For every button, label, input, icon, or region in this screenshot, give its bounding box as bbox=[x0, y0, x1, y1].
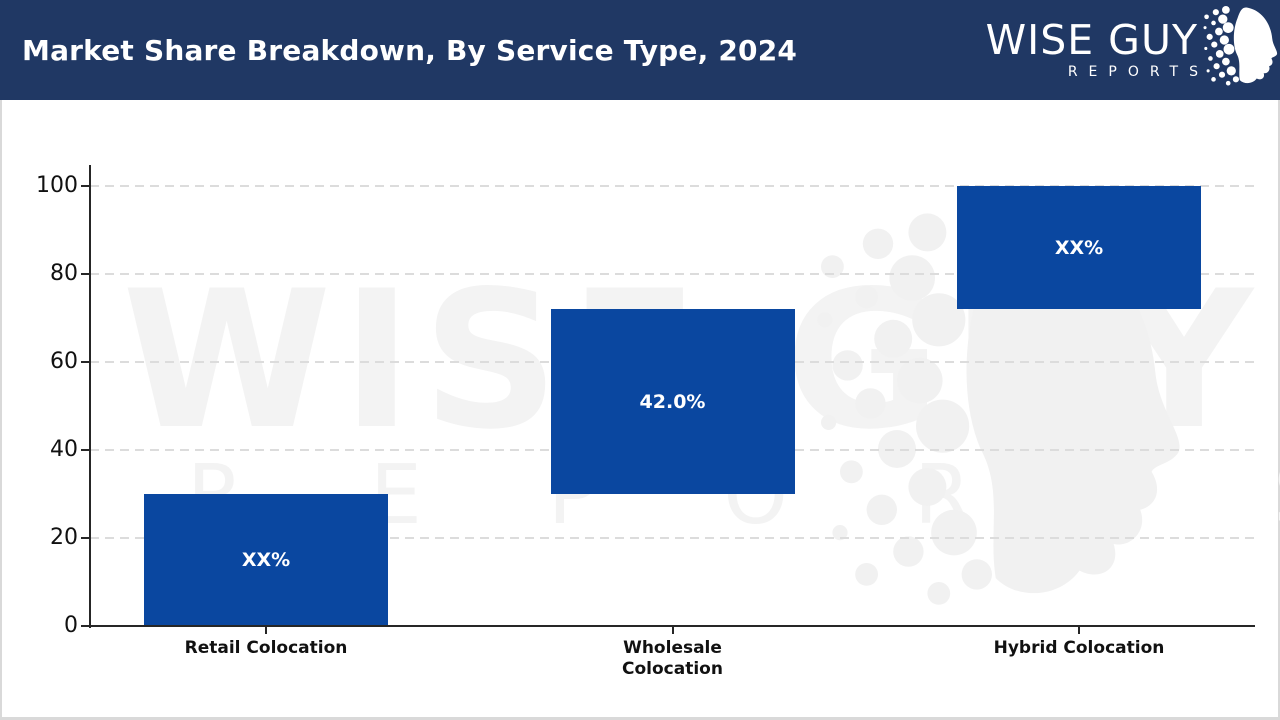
bar-value-label-3: XX% bbox=[1054, 236, 1104, 259]
x-category-label-1: Retail Colocation bbox=[184, 638, 348, 658]
y-tick-mark-80 bbox=[81, 273, 90, 275]
y-axis-line bbox=[89, 165, 91, 628]
header-bar: Market Share Breakdown, By Service Type,… bbox=[0, 0, 1280, 100]
y-tick-mark-60 bbox=[81, 361, 90, 363]
y-tick-mark-100 bbox=[81, 185, 90, 187]
x-tick-mark-2 bbox=[671, 626, 674, 634]
logo-wordmark: WISE GUY bbox=[985, 16, 1198, 64]
y-tick-label-80: 80 bbox=[50, 261, 78, 286]
y-tick-mark-40 bbox=[81, 449, 90, 451]
y-tick-mark-20 bbox=[81, 537, 90, 539]
x-tick-mark-3 bbox=[1078, 626, 1080, 634]
gridline-20 bbox=[90, 537, 1254, 539]
y-tick-label-0: 0 bbox=[64, 613, 78, 638]
bar-2: 42.0% bbox=[550, 309, 795, 494]
y-tick-label-40: 40 bbox=[50, 437, 78, 462]
x-category-label-2: Wholesale Colocation bbox=[622, 638, 723, 679]
logo-subtitle: REPORTS bbox=[1067, 64, 1209, 80]
y-tick-mark-0 bbox=[81, 625, 90, 627]
bar-3: XX% bbox=[957, 186, 1201, 310]
page-title: Market Share Breakdown, By Service Type,… bbox=[22, 33, 798, 67]
bar-1: XX% bbox=[144, 494, 388, 626]
logo-text: WISE GUY REPORTS bbox=[985, 16, 1198, 81]
gridline-100 bbox=[90, 185, 1254, 187]
wise-guy-reports-logo: WISE GUY REPORTS bbox=[986, 0, 1278, 100]
y-tick-label-100: 100 bbox=[36, 173, 78, 198]
logo-head-icon bbox=[1203, 6, 1278, 86]
watermark-head-icon bbox=[817, 213, 1180, 605]
gridline-80 bbox=[90, 273, 1254, 275]
bar-value-label-1: XX% bbox=[241, 549, 291, 571]
x-category-label-3: Hybrid Colocation bbox=[993, 638, 1165, 658]
x-tick-mark-1 bbox=[265, 626, 267, 634]
y-tick-label-60: 60 bbox=[50, 349, 78, 374]
y-tick-label-20: 20 bbox=[50, 525, 78, 550]
chart-canvas: WISE GUY R E P O R T S 020406080100XX%Re… bbox=[0, 100, 1280, 720]
bar-value-label-2: 42.0% bbox=[639, 390, 706, 413]
